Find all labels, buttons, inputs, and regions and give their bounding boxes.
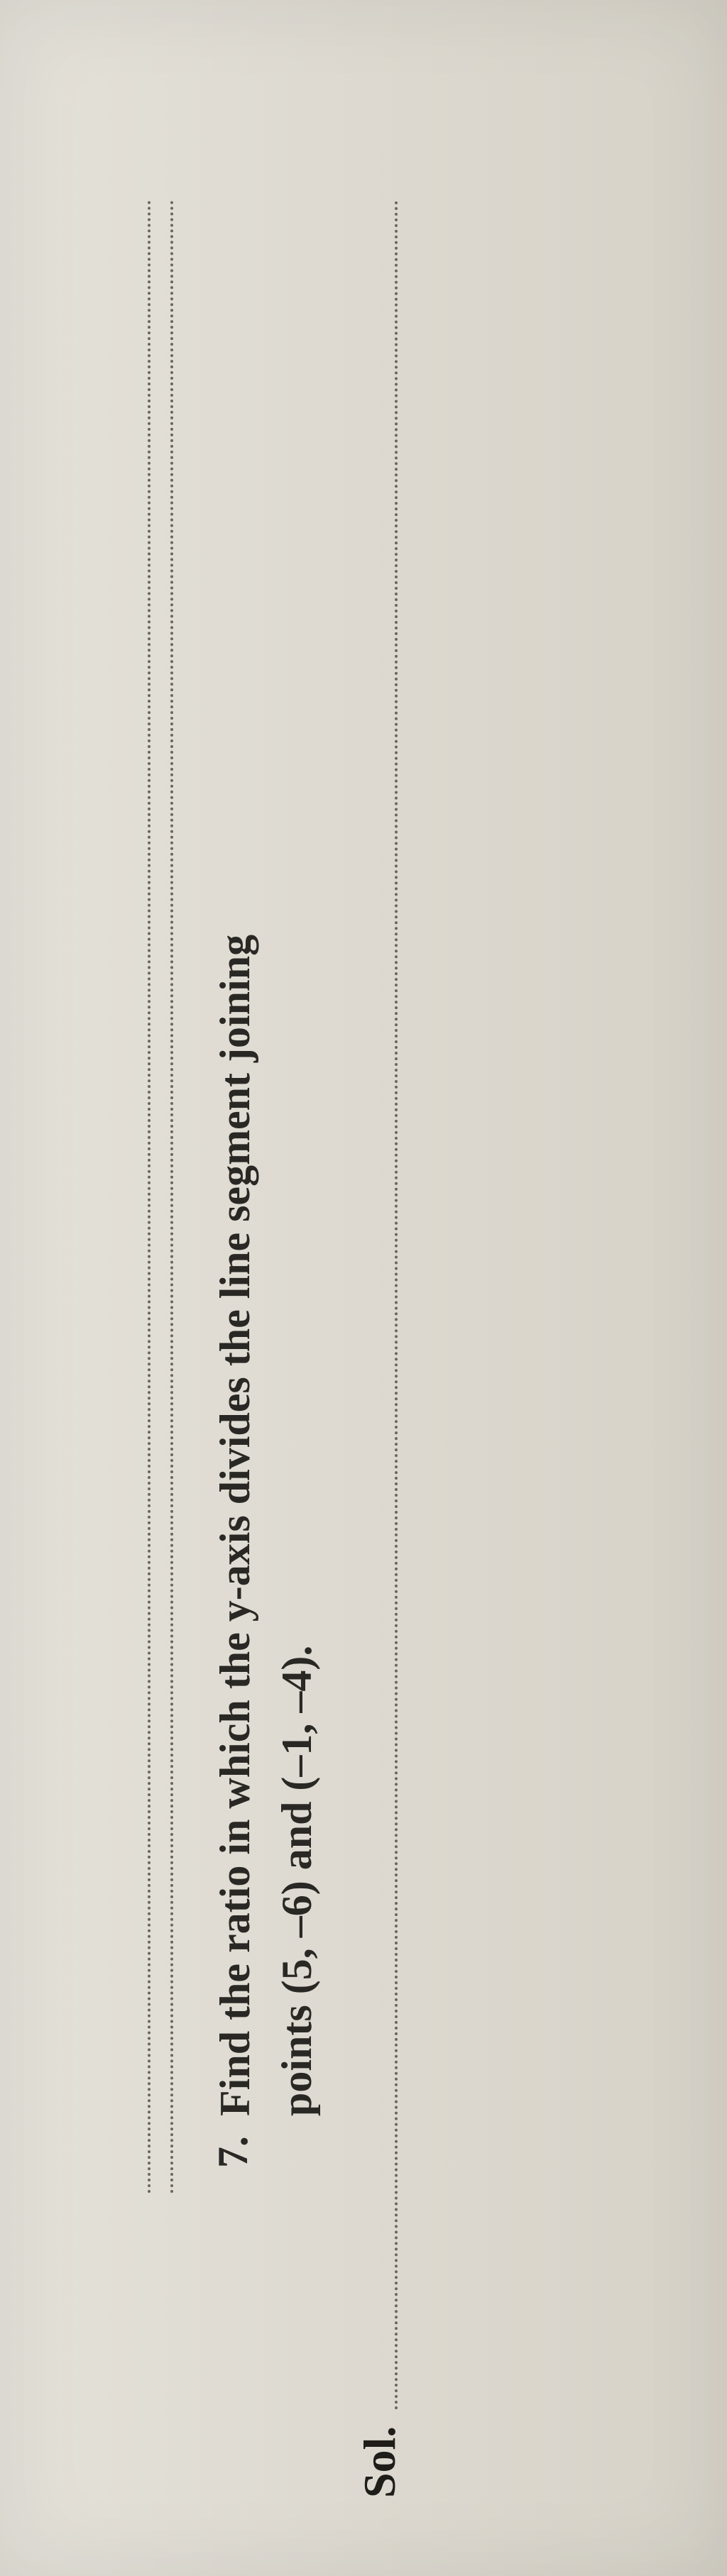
question-number: 7. xyxy=(204,2136,262,2193)
question-block: 7. Find the ratio in which the y-axis di… xyxy=(204,199,328,2193)
rule-line-top-1 xyxy=(148,199,151,2193)
page-surface: 7. Find the ratio in which the y-axis di… xyxy=(0,0,727,2576)
solution-label: Sol. xyxy=(354,2426,410,2498)
solution-row: Sol. xyxy=(354,199,410,2498)
rule-line-top-2 xyxy=(170,199,173,2193)
solution-rule-line xyxy=(395,199,398,2409)
question-text: Find the ratio in which the y-axis divid… xyxy=(204,199,328,2116)
question-line-1: Find the ratio in which the y-axis divid… xyxy=(212,935,258,2116)
question-line-2: points (5, –6) and (–1, –4). xyxy=(273,1646,320,2116)
